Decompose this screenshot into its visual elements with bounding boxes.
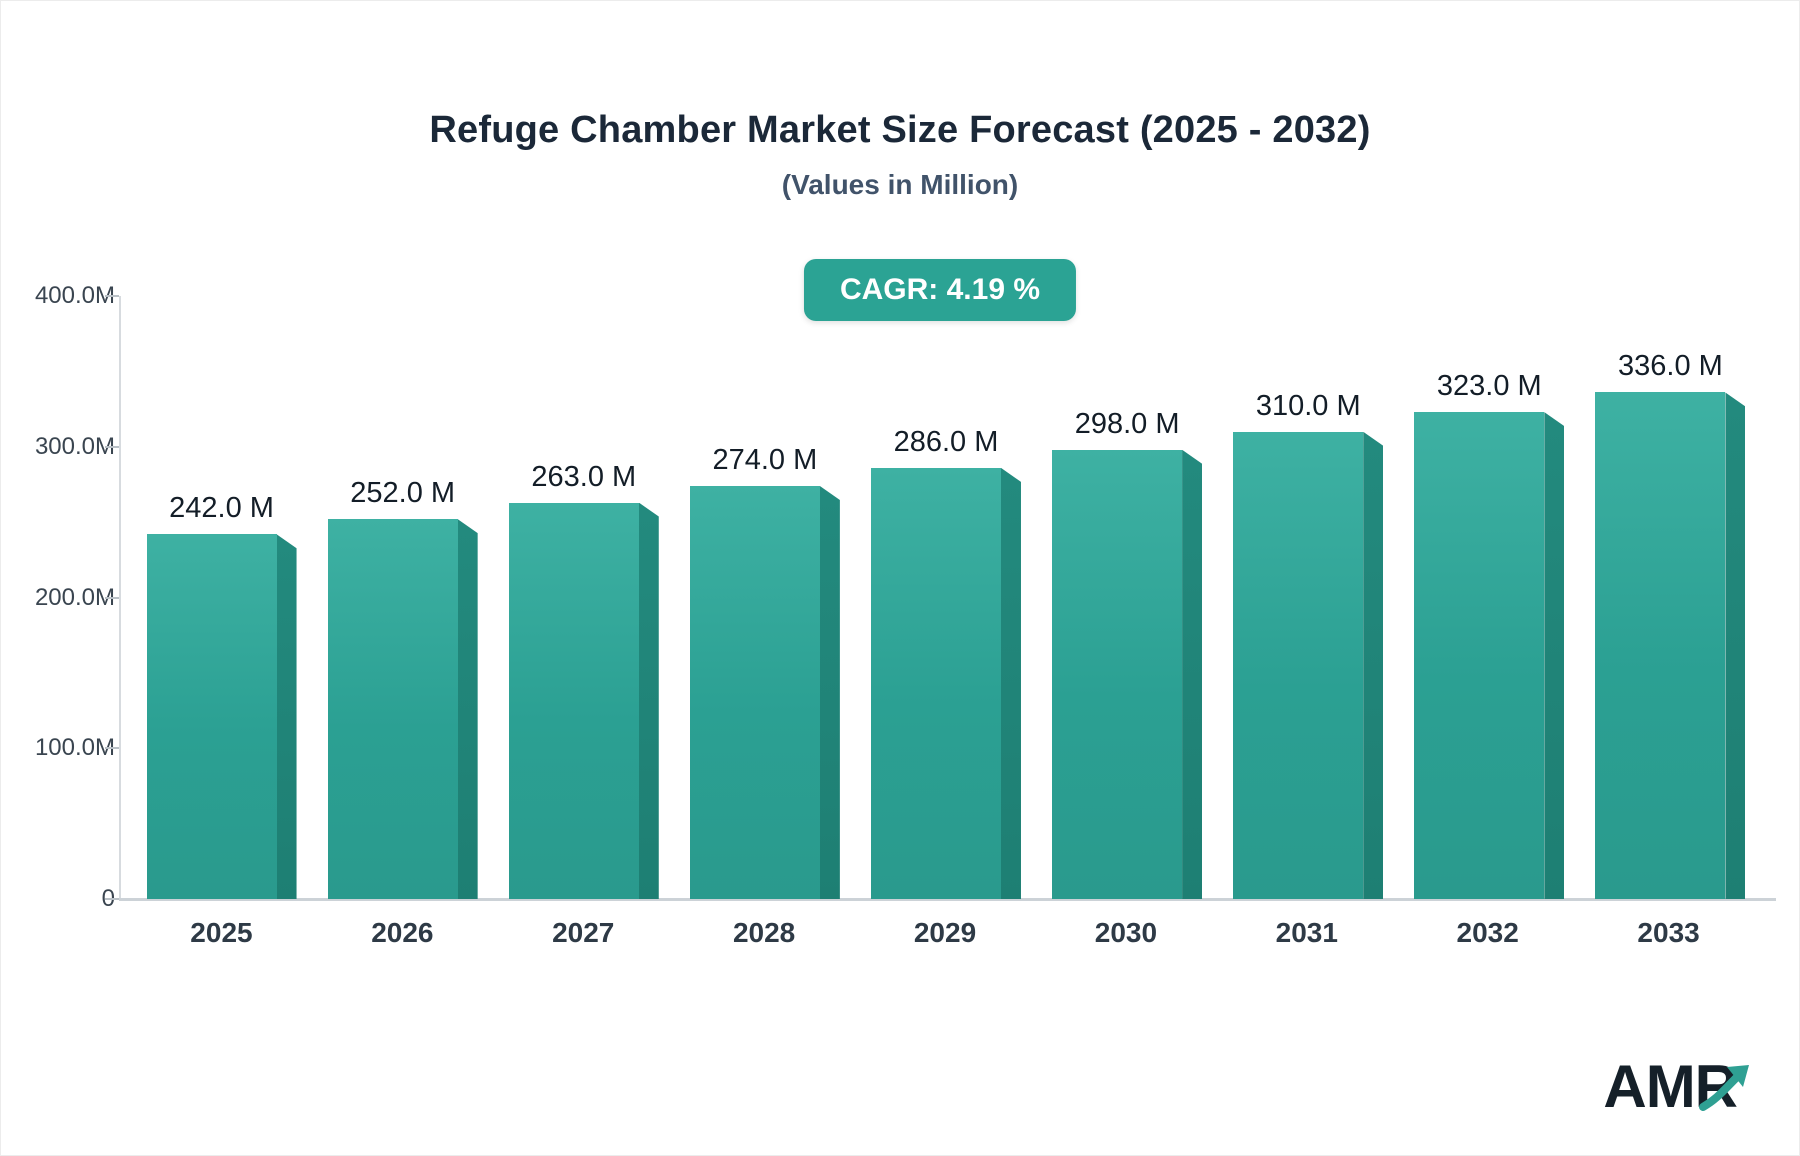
bar-column: 323.0 M xyxy=(1399,296,1580,899)
bar-column: 252.0 M xyxy=(312,296,493,899)
bar-column: 298.0 M xyxy=(1037,296,1218,899)
y-axis-tick-mark xyxy=(105,747,119,750)
y-axis-tick-label: 300.0M xyxy=(34,432,115,460)
bar-side xyxy=(819,485,840,899)
bar-column: 242.0 M xyxy=(131,296,312,899)
x-axis-label: 2032 xyxy=(1456,917,1519,948)
bar-column: 286.0 M xyxy=(855,296,1036,899)
bar-side xyxy=(1544,412,1565,899)
plot-area: 400.0M 300.0M 200.0M 100.0M 0 242.0 M 252.0 M… xyxy=(1,282,1799,912)
bar-side xyxy=(1182,449,1203,899)
x-axis-labels: 2025 2026 2027 2028 2029 2030 2031 2032 2033 xyxy=(131,917,1759,949)
bar xyxy=(146,534,297,899)
bar xyxy=(1595,392,1746,899)
bar-side xyxy=(1363,431,1384,899)
y-axis-tick-mark xyxy=(105,445,119,448)
growth-arrow-icon xyxy=(1699,1065,1749,1111)
bar-face xyxy=(1595,392,1726,899)
bar-value-label: 252.0 M xyxy=(350,477,456,510)
bar-value-label: 336.0 M xyxy=(1618,350,1723,383)
x-axis-label: 2025 xyxy=(190,917,253,948)
y-axis-tick-label: 100.0M xyxy=(34,734,115,762)
y-axis-tick-label: 0 xyxy=(101,885,115,912)
bar xyxy=(1414,412,1565,899)
amr-logo-text: AMR xyxy=(1603,1053,1738,1120)
x-axis-label: 2028 xyxy=(732,917,796,948)
bar-face xyxy=(1233,431,1364,899)
y-axis-tick-mark xyxy=(105,898,119,900)
bar-value-label: 242.0 M xyxy=(169,492,274,525)
chart-title: Refuge Chamber Market Size Forecast (202… xyxy=(429,109,1371,151)
x-axis-label: 2031 xyxy=(1275,917,1338,948)
bar xyxy=(327,519,478,899)
bar-face xyxy=(508,502,639,899)
x-axis-line xyxy=(119,898,1776,901)
cagr-badge: CAGR: 4.19 % xyxy=(803,259,1077,321)
bar-column: 263.0 M xyxy=(493,296,674,899)
bar xyxy=(689,485,840,899)
bar xyxy=(870,467,1021,899)
bar-side xyxy=(638,502,659,899)
y-axis-line xyxy=(119,296,121,899)
bar-column: 274.0 M xyxy=(674,296,855,899)
bar-value-label: 263.0 M xyxy=(531,460,637,493)
bar-value-label: 286.0 M xyxy=(893,425,999,458)
amr-logo: AMR xyxy=(1603,1053,1749,1120)
x-axis-label: 2030 xyxy=(1094,917,1158,948)
y-axis-tick-mark xyxy=(105,596,119,599)
bar-side xyxy=(457,519,478,899)
bar-side xyxy=(276,534,297,899)
x-axis-label: 2027 xyxy=(552,917,615,948)
bar xyxy=(508,502,659,899)
bar-value-label: 310.0 M xyxy=(1255,389,1361,422)
bar-side xyxy=(1000,467,1021,899)
bar-value-label: 274.0 M xyxy=(712,443,818,476)
bar-side xyxy=(1725,392,1746,899)
bar-face xyxy=(1052,449,1183,899)
chart-subtitle: (Values in Million) xyxy=(781,169,1019,200)
bar-value-label: 323.0 M xyxy=(1436,370,1542,403)
bar-face xyxy=(870,467,1001,899)
bar-face xyxy=(327,519,458,899)
x-axis-label: 2026 xyxy=(371,917,434,948)
bar-column: 310.0 M xyxy=(1218,296,1399,899)
bar xyxy=(1233,431,1384,899)
bar-value-label: 298.0 M xyxy=(1074,407,1180,440)
bar-face xyxy=(146,534,277,899)
bar-face xyxy=(689,485,820,899)
y-axis-tick-label: 400.0M xyxy=(34,282,115,309)
y-axis-tick-label: 200.0M xyxy=(34,583,115,611)
bar-face xyxy=(1414,412,1545,899)
x-axis-label: 2029 xyxy=(913,917,977,948)
bars: 242.0 M 252.0 M 263.0 M 274.0 M 286.0 M 298.0… xyxy=(131,296,1761,899)
y-axis-tick-mark xyxy=(105,295,119,297)
bar xyxy=(1052,449,1203,899)
x-axis-label: 2033 xyxy=(1637,917,1700,948)
bar-column: 336.0 M xyxy=(1580,296,1761,899)
